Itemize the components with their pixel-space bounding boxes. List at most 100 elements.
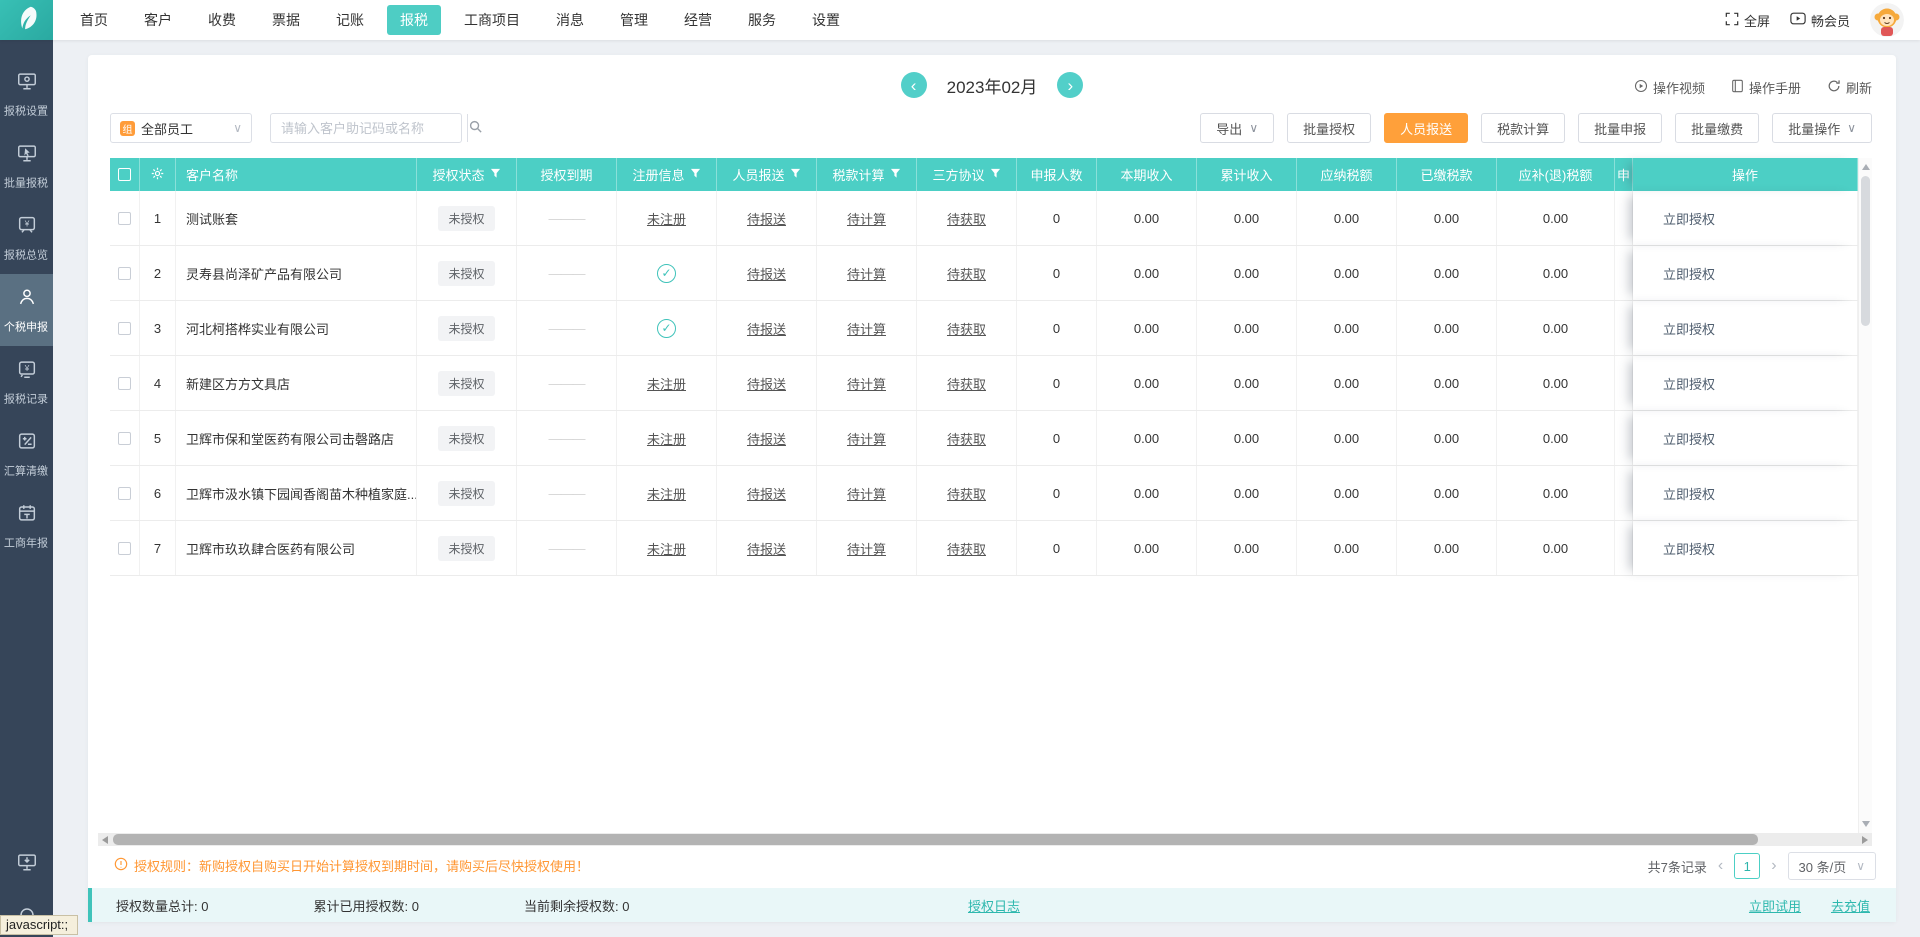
prev-month-button[interactable]: ‹ — [900, 72, 927, 98]
tax-calc-link[interactable]: 待计算 — [846, 376, 886, 392]
sidebar-item[interactable]: 汇算清缴 — [0, 418, 53, 490]
toolbar-button[interactable]: 批量授权 — [1287, 113, 1372, 143]
authorize-now-link[interactable]: 立即授权 — [1633, 411, 1858, 465]
filter-icon[interactable] — [490, 167, 501, 182]
row-checkbox[interactable] — [118, 376, 131, 390]
app-logo[interactable] — [0, 0, 53, 40]
tax-calc-link[interactable]: 待计算 — [846, 486, 886, 502]
tri-agreement-link[interactable]: 待获取 — [946, 266, 986, 282]
filter-icon[interactable] — [690, 167, 701, 182]
personnel-report-link[interactable]: 待报送 — [746, 266, 786, 282]
nav-item-link[interactable]: 票据 — [272, 12, 300, 28]
toolbar-button[interactable]: 导出 ∨ — [1200, 113, 1275, 143]
column-settings-cell[interactable] — [140, 158, 176, 191]
authorize-now-link[interactable]: 立即授权 — [1633, 356, 1858, 410]
toolbar-button[interactable]: 人员报送 — [1384, 113, 1469, 143]
recharge-link[interactable]: 去充值 — [1830, 898, 1870, 914]
sidebar-item[interactable]: 批量报税 — [0, 130, 53, 202]
register-link[interactable]: 未注册 — [646, 376, 686, 392]
nav-item-active[interactable]: 报税 — [387, 5, 441, 35]
authorize-now-link[interactable]: 立即授权 — [1633, 521, 1858, 575]
tax-calc-link[interactable]: 待计算 — [846, 541, 886, 557]
tri-agreement-link[interactable]: 待获取 — [946, 211, 986, 227]
search-button[interactable] — [467, 114, 483, 142]
nav-item-link[interactable]: 管理 — [620, 12, 648, 28]
tri-agreement-link[interactable]: 待获取 — [946, 321, 986, 337]
scroll-left-arrow-icon[interactable] — [102, 835, 108, 844]
row-checkbox[interactable] — [118, 266, 131, 280]
personnel-report-link[interactable]: 待报送 — [746, 211, 786, 227]
toolbar-button[interactable]: 批量操作 ∨ — [1772, 113, 1872, 143]
authorize-now-link[interactable]: 立即授权 — [1633, 191, 1858, 245]
nav-item-link[interactable]: 消息 — [556, 12, 584, 28]
toolbar-button[interactable]: 批量缴费 — [1675, 113, 1760, 143]
select-all-checkbox[interactable] — [118, 168, 131, 181]
nav-item-link[interactable]: 客户 — [144, 12, 172, 28]
sidebar-item[interactable]: ¥ 报税记录 — [0, 346, 53, 418]
nav-item-link[interactable]: 工商项目 — [464, 12, 520, 28]
personnel-report-link[interactable]: 待报送 — [746, 486, 786, 502]
authorize-now-link[interactable]: 立即授权 — [1633, 466, 1858, 520]
current-page[interactable]: 1 — [1734, 853, 1761, 879]
help-manual-link[interactable]: 操作手册 — [1731, 78, 1801, 97]
scroll-right-arrow-icon[interactable] — [1862, 835, 1868, 844]
row-checkbox[interactable] — [118, 211, 131, 225]
row-checkbox[interactable] — [118, 431, 131, 445]
register-link[interactable]: 未注册 — [646, 211, 686, 227]
register-link[interactable]: 未注册 — [646, 486, 686, 502]
sidebar-item[interactable]: 个税申报 — [0, 274, 53, 346]
tri-agreement-link[interactable]: 待获取 — [946, 431, 986, 447]
row-checkbox[interactable] — [118, 486, 131, 500]
next-month-button[interactable]: › — [1057, 72, 1084, 98]
filter-icon[interactable] — [890, 167, 901, 182]
tri-agreement-link[interactable]: 待获取 — [946, 541, 986, 557]
personnel-report-link[interactable]: 待报送 — [746, 376, 786, 392]
filter-icon[interactable] — [790, 167, 801, 182]
employee-filter-dropdown[interactable]: 组 全部员工 ∨ — [110, 113, 252, 143]
search-input[interactable] — [271, 114, 467, 142]
tax-calc-link[interactable]: 待计算 — [846, 211, 886, 227]
toolbar-button[interactable]: 税款计算 — [1481, 113, 1566, 143]
scroll-down-arrow-icon[interactable] — [1862, 821, 1870, 827]
authorize-now-link[interactable]: 立即授权 — [1633, 246, 1858, 300]
nav-item-link[interactable]: 设置 — [812, 12, 840, 28]
row-checkbox[interactable] — [118, 321, 131, 335]
scroll-up-arrow-icon[interactable] — [1862, 164, 1870, 170]
try-now-link[interactable]: 立即试用 — [1748, 898, 1801, 914]
sidebar-item[interactable]: 报税设置 — [0, 58, 53, 130]
toolbar-button[interactable]: 批量申报 — [1578, 113, 1663, 143]
tri-agreement-link[interactable]: 待获取 — [946, 376, 986, 392]
tri-agreement-link[interactable]: 待获取 — [946, 486, 986, 502]
tax-calc-link[interactable]: 待计算 — [846, 266, 886, 282]
prev-page-button[interactable]: ‹ — [1717, 857, 1724, 874]
tax-calc-link[interactable]: 待计算 — [846, 431, 886, 447]
nav-item-link[interactable]: 收费 — [208, 12, 236, 28]
register-link[interactable]: 未注册 — [646, 541, 686, 557]
nav-item-link[interactable]: 经营 — [684, 12, 712, 28]
personnel-report-link[interactable]: 待报送 — [746, 541, 786, 557]
nav-item-link[interactable]: 记账 — [336, 12, 364, 28]
sidebar-item[interactable]: ¥ 报税总览 — [0, 202, 53, 274]
page-size-select[interactable]: 30 条/页 ∨ — [1787, 852, 1876, 880]
personnel-report-link[interactable]: 待报送 — [746, 321, 786, 337]
vertical-scroll-thumb[interactable] — [1861, 176, 1870, 326]
avatar[interactable] — [1870, 3, 1904, 37]
table-vertical-scrollbar[interactable] — [1858, 158, 1872, 833]
authorize-now-link[interactable]: 立即授权 — [1633, 301, 1858, 355]
filter-icon[interactable] — [990, 167, 1001, 182]
help-video-link[interactable]: 操作视频 — [1634, 78, 1705, 97]
fullscreen-button[interactable]: 全屏 — [1725, 11, 1770, 30]
member-button[interactable]: 畅会员 — [1790, 11, 1850, 30]
next-page-button[interactable]: › — [1771, 857, 1777, 874]
auth-log-link[interactable]: 授权日志 — [967, 898, 1021, 914]
personnel-report-link[interactable]: 待报送 — [746, 431, 786, 447]
table-horizontal-scrollbar[interactable] — [98, 833, 1872, 846]
horizontal-scroll-thumb[interactable] — [113, 834, 1758, 845]
refresh-button[interactable]: 刷新 — [1827, 78, 1872, 97]
tax-calc-link[interactable]: 待计算 — [846, 321, 886, 337]
register-link[interactable]: 未注册 — [646, 431, 686, 447]
download-client-button[interactable] — [16, 851, 38, 878]
nav-item-link[interactable]: 首页 — [80, 12, 108, 28]
sidebar-item[interactable]: 工商年报 — [0, 490, 53, 562]
row-checkbox[interactable] — [118, 541, 131, 555]
